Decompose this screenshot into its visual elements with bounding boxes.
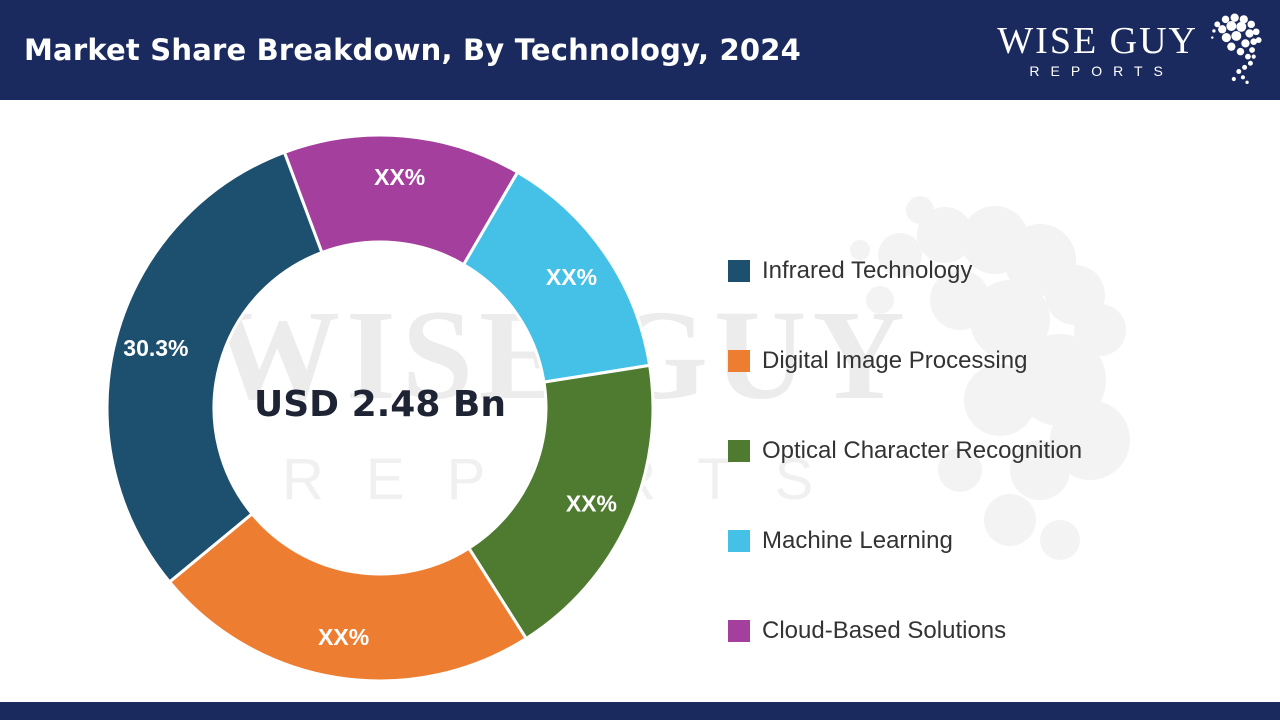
legend-item-digital-image-processing: Digital Image Processing: [728, 346, 1082, 376]
legend-swatch-optical-character-recognition: [728, 440, 750, 462]
legend-label: Optical Character Recognition: [762, 437, 1083, 464]
legend-item-machine-learning: Machine Learning: [728, 526, 1082, 556]
logo-wordmark-block: WISE GUY REPORTS: [997, 19, 1198, 80]
legend-item-infrared-technology: Infrared Technology: [728, 256, 1082, 286]
legend-label: Machine Learning: [762, 527, 953, 554]
legend-item-cloud-based-solutions: Cloud-Based Solutions: [728, 616, 1082, 646]
legend-swatch-machine-learning: [728, 530, 750, 552]
header: Market Share Breakdown, By Technology, 2…: [0, 0, 1280, 100]
page-title: Market Share Breakdown, By Technology, 2…: [24, 33, 802, 67]
legend-item-optical-character-recognition: Optical Character Recognition: [728, 436, 1082, 466]
legend-label: Infrared Technology: [762, 257, 973, 284]
brand-logo: WISE GUY REPORTS: [997, 11, 1262, 89]
logo-subtext: REPORTS: [1029, 63, 1174, 80]
footer-bar: [0, 702, 1280, 720]
slice-label-infrared-technology: 30.3%: [123, 335, 188, 361]
pie-slice-infrared-technology: [105, 150, 324, 585]
legend-swatch-digital-image-processing: [728, 350, 750, 372]
pie-slice-digital-image-processing: [167, 511, 529, 683]
slice-label-cloud-based-solutions: XX%: [374, 164, 425, 190]
pie-slice-optical-character-recognition: [466, 363, 655, 641]
logo-head-icon: [1211, 13, 1262, 84]
legend-swatch-infrared-technology: [728, 260, 750, 282]
legend-label: Cloud-Based Solutions: [762, 617, 1007, 644]
watermark-head-icon: [850, 196, 1130, 560]
slice-label-digital-image-processing: XX%: [318, 624, 369, 650]
chart-legend: Infrared Technology Digital Image Process…: [728, 256, 1082, 706]
legend-label: Digital Image Processing: [762, 347, 1028, 374]
donut-chart: XX% XX% XX% XX% 30.3%: [105, 133, 655, 683]
slice-label-optical-character-recognition: XX%: [566, 491, 617, 517]
legend-swatch-cloud-based-solutions: [728, 620, 750, 642]
slice-label-machine-learning: XX%: [546, 264, 597, 290]
chart-center-value: USD 2.48 Bn: [254, 384, 506, 425]
logo-wordmark: WISE GUY: [997, 19, 1198, 62]
